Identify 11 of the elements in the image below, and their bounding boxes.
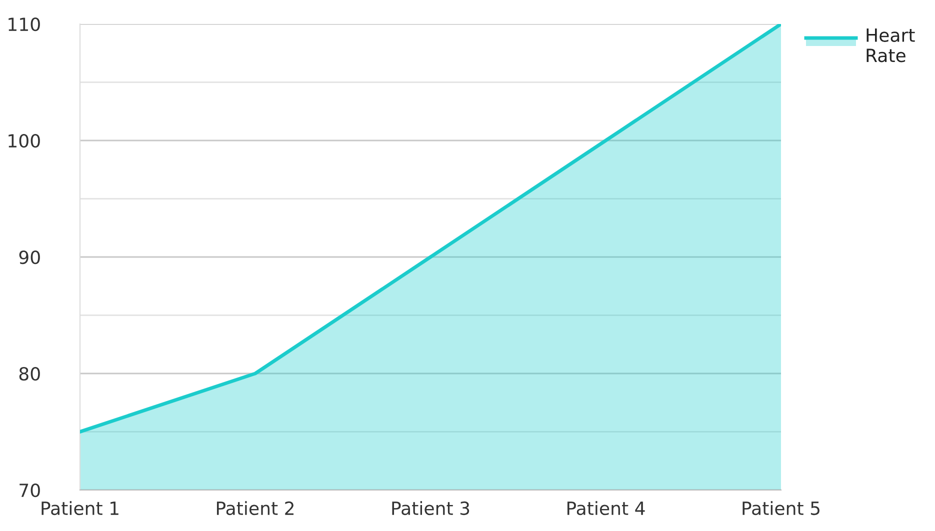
legend-label: Heart Rate bbox=[866, 28, 915, 62]
y-tick-label: 100 bbox=[8, 134, 40, 148]
y-tick-label: 80 bbox=[19, 366, 40, 381]
x-tick-label: Patient 4 bbox=[567, 501, 645, 516]
x-tick-label: Patient 5 bbox=[742, 501, 820, 516]
y-tick-label: 110 bbox=[8, 17, 40, 32]
x-tick-label: Patient 3 bbox=[392, 501, 470, 516]
x-tick-label: Patient 2 bbox=[216, 501, 294, 516]
y-tick-label: 70 bbox=[20, 483, 40, 498]
y-tick-label: 90 bbox=[19, 250, 40, 264]
x-tick-label: Patient 1 bbox=[42, 501, 118, 516]
